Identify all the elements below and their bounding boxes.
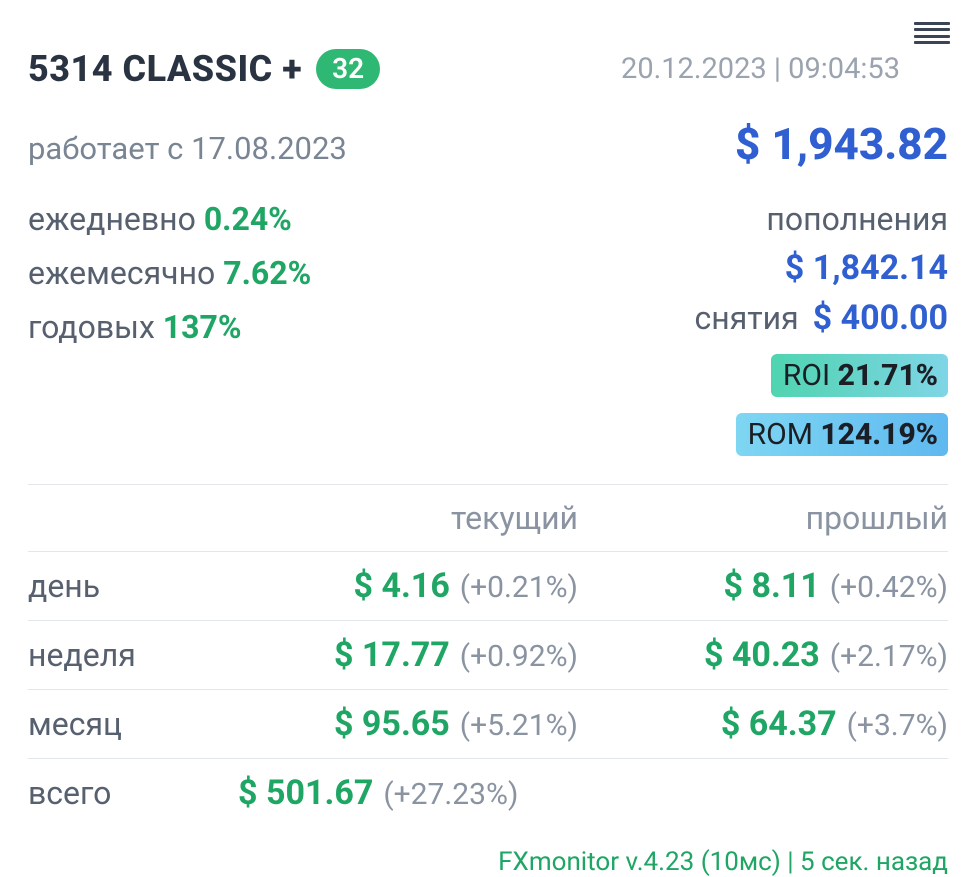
stat-yearly: годовых 137% bbox=[28, 308, 311, 346]
table-row: неделя $ 17.77 (+0.92%) $ 40.23 (+2.17%) bbox=[28, 621, 948, 690]
stat-daily-value: 0.24% bbox=[204, 200, 292, 238]
timestamp: 20.12.2023 | 09:04:53 bbox=[621, 52, 900, 86]
pct: (+27.23%) bbox=[383, 777, 518, 812]
pct: (+0.92%) bbox=[460, 639, 578, 674]
cell-month-prev: $ 64.37 (+3.7%) bbox=[578, 704, 948, 744]
balance-value: $ 1,943.82 bbox=[735, 118, 948, 170]
account-badge: 32 bbox=[316, 49, 380, 89]
stat-daily-label: ежедневно bbox=[28, 200, 196, 238]
stats-block: ежедневно 0.24% ежемесячно 7.62% годовых… bbox=[28, 200, 948, 456]
cell-total: $ 501.67 (+27.23%) bbox=[208, 773, 948, 813]
withdrawals-value: $ 400.00 bbox=[813, 298, 948, 338]
stat-monthly: ежемесячно 7.62% bbox=[28, 254, 311, 292]
stat-yearly-value: 137% bbox=[163, 308, 242, 346]
row-label-week: неделя bbox=[28, 636, 208, 674]
right-stats: пополнения $ 1,842.14 снятия $ 400.00 RO… bbox=[695, 200, 948, 456]
roi-value: 21.71% bbox=[838, 358, 938, 393]
table-row: день $ 4.16 (+0.21%) $ 8.11 (+0.42%) bbox=[28, 552, 948, 621]
rom-label: ROM bbox=[748, 417, 813, 452]
running-since: работает с 17.08.2023 bbox=[28, 130, 347, 167]
row-label-month: месяц bbox=[28, 705, 208, 743]
cell-week-current: $ 17.77 (+0.92%) bbox=[208, 635, 578, 675]
pct: (+0.42%) bbox=[830, 570, 948, 605]
row-label-total: всего bbox=[28, 774, 208, 812]
title-block: 5314 CLASSIC + 32 bbox=[28, 48, 380, 90]
cell-day-current: $ 4.16 (+0.21%) bbox=[208, 566, 578, 606]
account-title: 5314 CLASSIC + bbox=[28, 48, 302, 90]
table-head: текущий прошлый bbox=[28, 485, 948, 552]
th-previous: прошлый bbox=[578, 499, 948, 537]
cell-day-prev: $ 8.11 (+0.42%) bbox=[578, 566, 948, 606]
pct: (+5.21%) bbox=[460, 708, 578, 743]
withdrawals-label: снятия bbox=[695, 299, 799, 337]
table-row-total: всего $ 501.67 (+27.23%) bbox=[28, 759, 948, 827]
roi-label: ROI bbox=[783, 358, 830, 393]
since-balance-row: работает с 17.08.2023 $ 1,943.82 bbox=[28, 118, 948, 170]
money: $ 501.67 bbox=[238, 773, 373, 813]
rom-value: 124.19% bbox=[820, 417, 938, 452]
cell-week-prev: $ 40.23 (+2.17%) bbox=[578, 635, 948, 675]
pct: (+3.7%) bbox=[847, 708, 948, 743]
row-label-day: день bbox=[28, 567, 208, 605]
money: $ 64.37 bbox=[721, 704, 837, 744]
money: $ 40.23 bbox=[704, 635, 820, 675]
stat-monthly-label: ежемесячно bbox=[28, 254, 215, 292]
stat-monthly-value: 7.62% bbox=[223, 254, 311, 292]
table-row: месяц $ 95.65 (+5.21%) $ 64.37 (+3.7%) bbox=[28, 690, 948, 759]
money: $ 95.65 bbox=[334, 704, 450, 744]
money: $ 8.11 bbox=[723, 566, 819, 606]
cell-month-current: $ 95.65 (+5.21%) bbox=[208, 704, 578, 744]
deposits-label: пополнения bbox=[766, 200, 948, 238]
withdrawals-row: снятия $ 400.00 bbox=[695, 298, 948, 338]
roi-badge: ROI 21.71% bbox=[771, 354, 948, 397]
pct: (+2.17%) bbox=[830, 639, 948, 674]
menu-icon[interactable] bbox=[914, 22, 950, 44]
left-stats: ежедневно 0.24% ежемесячно 7.62% годовых… bbox=[28, 200, 311, 456]
header-row: 5314 CLASSIC + 32 20.12.2023 | 09:04:53 bbox=[28, 48, 948, 90]
money: $ 4.16 bbox=[353, 566, 449, 606]
performance-table: текущий прошлый день $ 4.16 (+0.21%) $ 8… bbox=[28, 484, 948, 827]
footer-status: FXmonitor v.4.23 (10мс) | 5 сек. назад bbox=[28, 847, 948, 877]
deposits-value: $ 1,842.14 bbox=[785, 248, 948, 288]
rom-badge: ROM 124.19% bbox=[736, 413, 948, 456]
pct: (+0.21%) bbox=[460, 570, 578, 605]
stat-daily: ежедневно 0.24% bbox=[28, 200, 311, 238]
money: $ 17.77 bbox=[334, 635, 450, 675]
th-current: текущий bbox=[208, 499, 578, 537]
stat-yearly-label: годовых bbox=[28, 308, 155, 346]
